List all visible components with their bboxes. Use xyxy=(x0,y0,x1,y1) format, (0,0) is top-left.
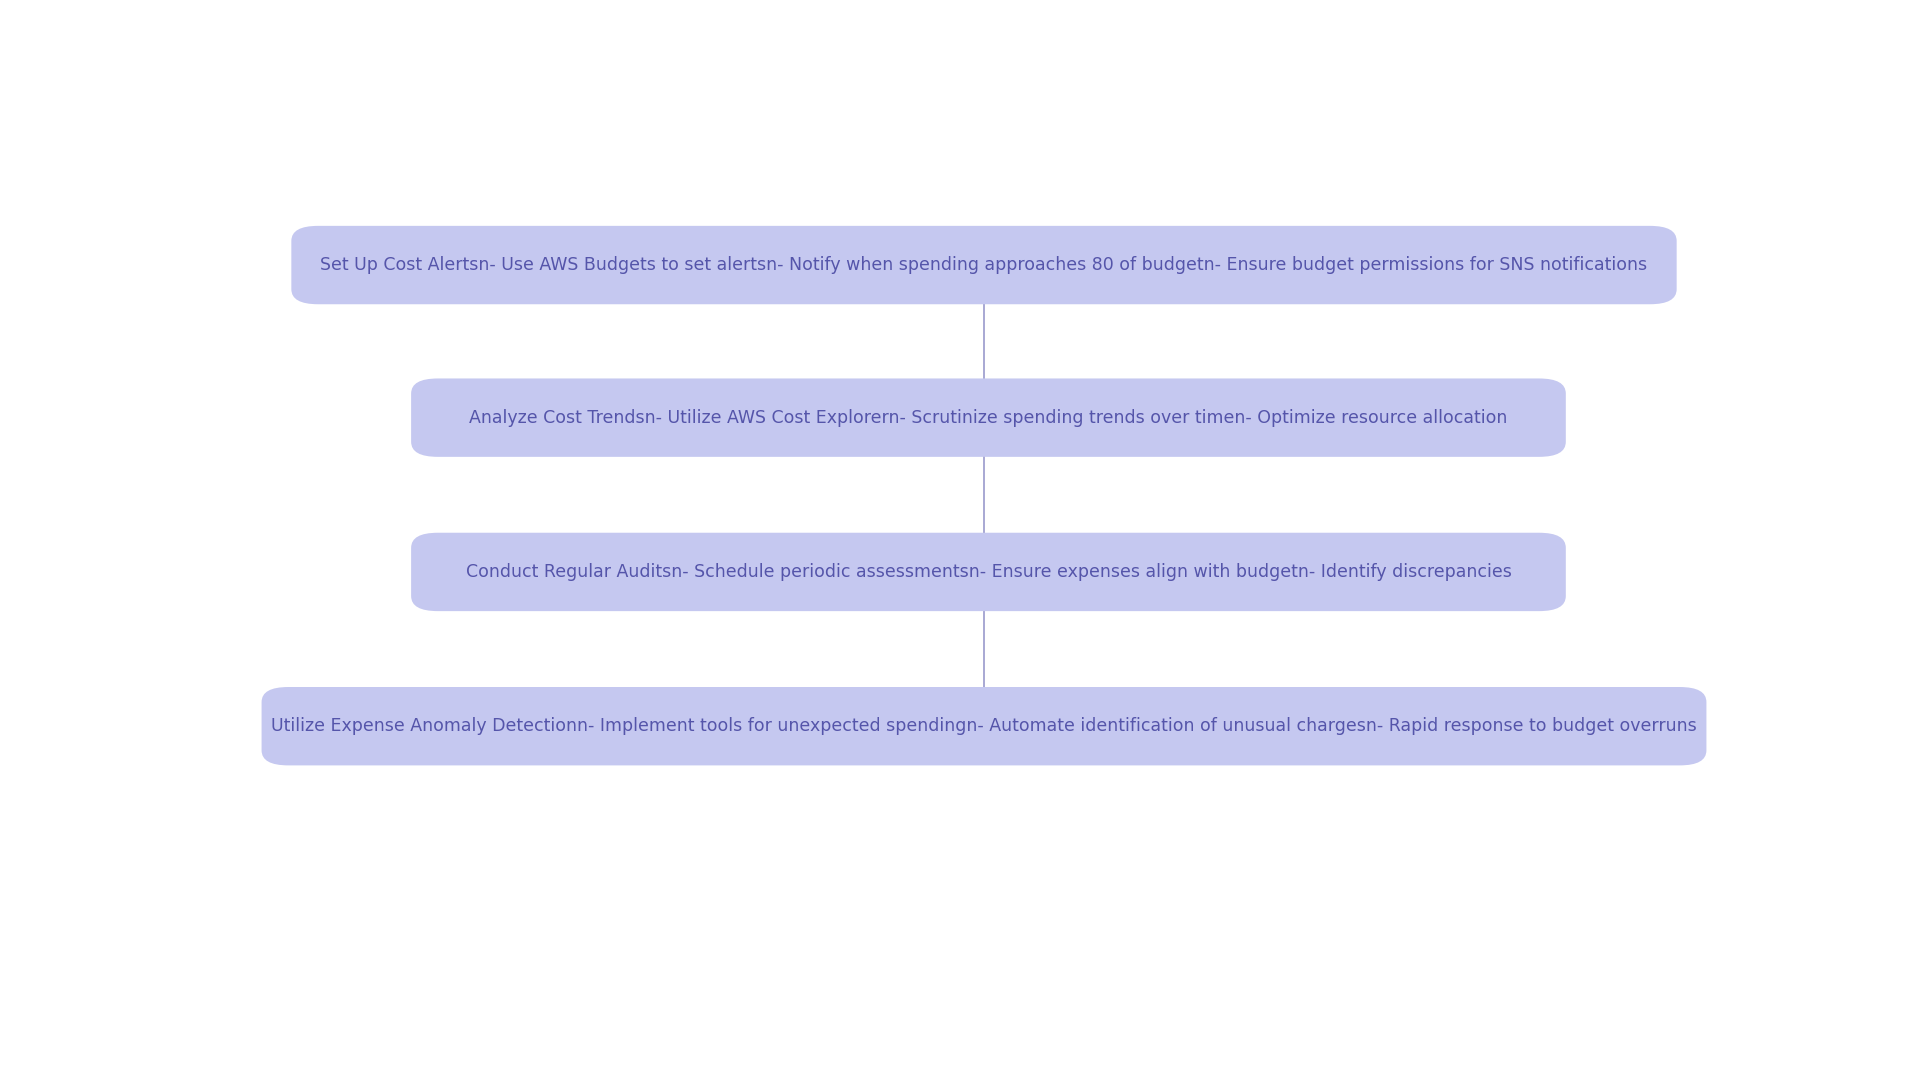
FancyBboxPatch shape xyxy=(261,687,1707,766)
Text: Utilize Expense Anomaly Detectionn- Implement tools for unexpected spendingn- Au: Utilize Expense Anomaly Detectionn- Impl… xyxy=(271,717,1697,735)
FancyBboxPatch shape xyxy=(411,378,1567,457)
Text: Conduct Regular Auditsn- Schedule periodic assessmentsn- Ensure expenses align w: Conduct Regular Auditsn- Schedule period… xyxy=(465,563,1511,580)
Text: Analyze Cost Trendsn- Utilize AWS Cost Explorern- Scrutinize spending trends ove: Analyze Cost Trendsn- Utilize AWS Cost E… xyxy=(468,408,1507,427)
FancyBboxPatch shape xyxy=(411,533,1567,611)
FancyBboxPatch shape xyxy=(292,226,1676,304)
Text: Set Up Cost Alertsn- Use AWS Budgets to set alertsn- Notify when spending approa: Set Up Cost Alertsn- Use AWS Budgets to … xyxy=(321,256,1647,274)
